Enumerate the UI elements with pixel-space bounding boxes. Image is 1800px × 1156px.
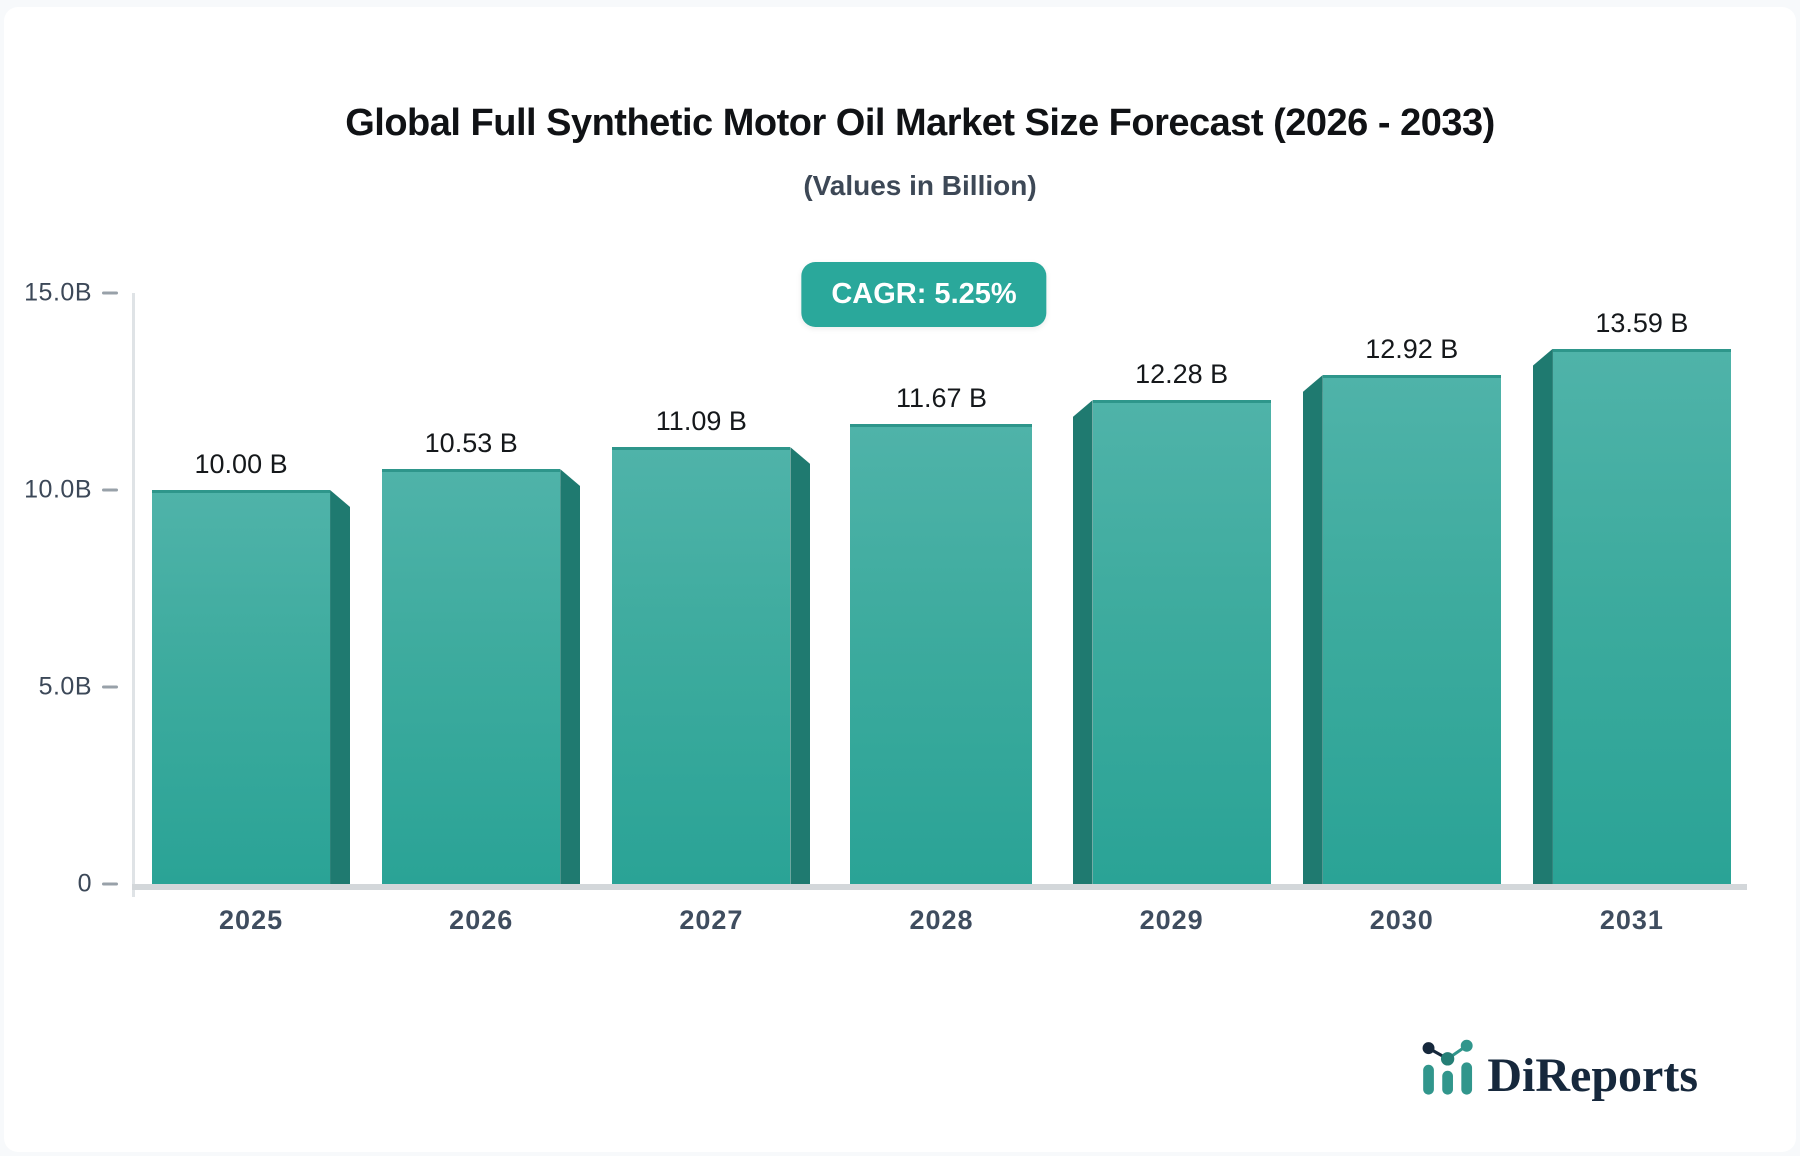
bar-slot-2029: 12.28 B (1057, 293, 1287, 884)
bar-2031: 13.59 B (1532, 308, 1731, 884)
y-axis-line (132, 293, 135, 897)
bar-face (382, 469, 561, 884)
bar-face (612, 447, 791, 884)
bar-slot-2030: 12.92 B (1287, 293, 1517, 884)
x-axis-label-2029: 2029 (1139, 905, 1204, 935)
bar-value-label: 11.67 B (895, 383, 988, 414)
bar-2025: 10.00 B (152, 449, 351, 884)
bar-2029: 12.28 B (1072, 359, 1271, 884)
bar-value-label: 13.59 B (1595, 307, 1689, 338)
bar-side-bevel (1532, 348, 1553, 884)
bar-face (850, 424, 1033, 884)
x-axis-baseline (132, 884, 1747, 890)
y-tick-label: 0 (77, 869, 92, 898)
direports-logo: DiReports (1419, 1037, 1698, 1100)
y-tick-label: 15.0B (24, 278, 92, 307)
y-tick-mark (102, 291, 118, 295)
chart-card: Global Full Synthetic Motor Oil Market S… (4, 7, 1796, 1152)
bar-slot-2027: 11.09 B (596, 293, 826, 884)
bar-value-label: 12.92 B (1365, 333, 1459, 364)
bar-2026: 10.53 B (382, 428, 581, 884)
y-tick-mark (102, 488, 118, 492)
bar-side-bevel (330, 490, 351, 884)
bar-2030: 12.92 B (1302, 334, 1501, 884)
bar-value-label: 12.28 B (1135, 359, 1229, 390)
bar-value-label: 10.00 B (194, 449, 288, 479)
bar-side-bevel (1072, 400, 1093, 884)
bar-slot-2031: 13.59 B (1517, 293, 1747, 884)
bar-slot-2028: 11.67 B (826, 293, 1056, 884)
cagr-badge: CAGR: 5.25% (801, 262, 1047, 327)
chart-title: Global Full Synthetic Motor Oil Market S… (345, 102, 1495, 144)
bar-value-label: 11.09 B (655, 406, 747, 437)
plot-area: 10.00 B 10.53 B 11.09 B 11.67 B 12.28 B 12.92… (136, 293, 1747, 884)
x-axis-label-2031: 2031 (1599, 905, 1664, 935)
logo-text: DiReports (1487, 1049, 1698, 1102)
chart-subtitle: (Values in Billion) (803, 170, 1037, 201)
x-axis-labels: 2025 2026 2027 2028 2029 2030 2031 (136, 905, 1747, 936)
bar-face (1322, 374, 1501, 884)
x-axis-label-2026: 2026 (449, 905, 514, 935)
y-tick-mark (102, 685, 118, 689)
bar-side-bevel (560, 469, 581, 884)
bar-face (1092, 400, 1271, 884)
bar-2027: 11.09 B (612, 406, 811, 884)
y-tick-mark (102, 882, 118, 886)
bar-slot-2025: 10.00 B (136, 293, 366, 884)
x-axis-label-2025: 2025 (219, 905, 284, 935)
bar-value-label: 10.53 B (424, 428, 518, 459)
bar-2028: 11.67 B (842, 383, 1040, 884)
y-tick-label: 5.0B (38, 672, 92, 701)
bar-side-bevel (790, 447, 811, 884)
bar-face (152, 490, 331, 884)
mini-bar-line-chart-icon (1419, 1037, 1481, 1100)
x-axis-label-2030: 2030 (1369, 905, 1434, 935)
bar-side-bevel (1302, 374, 1323, 884)
bar-slot-2026: 10.53 B (366, 293, 596, 884)
x-axis-label-2028: 2028 (909, 905, 974, 935)
y-tick-label: 10.0B (24, 475, 92, 504)
x-axis-label-2027: 2027 (679, 905, 744, 935)
bar-face (1552, 348, 1731, 884)
